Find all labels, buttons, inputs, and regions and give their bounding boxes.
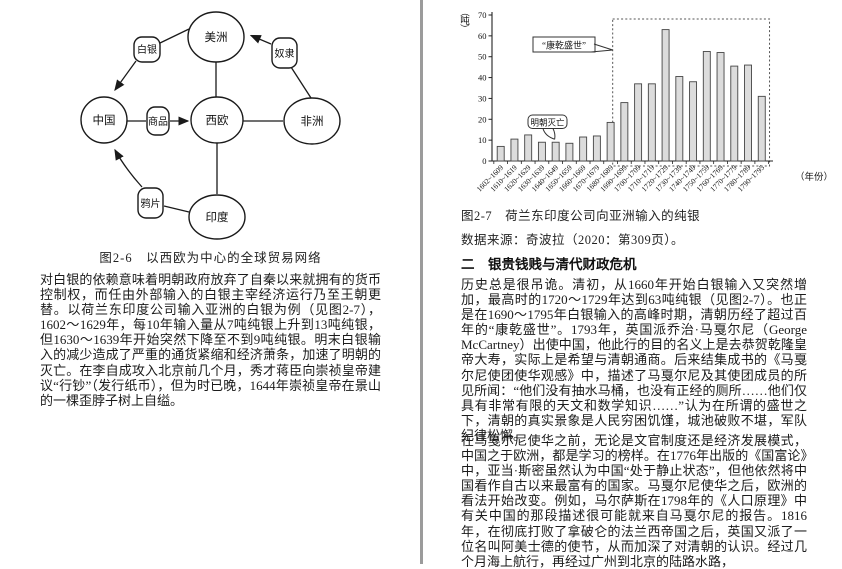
- bar-1760~1769: [716, 52, 725, 162]
- node-label-west-europe: 西欧: [206, 114, 229, 127]
- flow-box-silver: [133, 36, 161, 63]
- annotation-mingfall-label: 明朝灭亡: [530, 118, 565, 128]
- bar-1790~1795: [757, 95, 766, 162]
- bar-1620~1629: [524, 134, 533, 162]
- page-divider: [420, 0, 423, 564]
- flow-box-opium: [137, 187, 164, 219]
- y-tick-label: 70: [478, 10, 487, 20]
- annotation-mingfall-pointer: [542, 128, 556, 140]
- bar-1690~1699: [620, 102, 629, 162]
- bar-1750~1759: [702, 51, 711, 162]
- y-tick-label: 60: [478, 31, 487, 41]
- annotation-mingfall-box: [527, 114, 568, 129]
- bar-1630~1639: [537, 141, 546, 162]
- annotation-kangqian-pointer: [590, 43, 613, 53]
- bar-1660~1669: [579, 136, 588, 162]
- highlight-dashed-box: [612, 18, 771, 167]
- flow-label-silver: 白银: [137, 43, 157, 56]
- flow-label-slaves: 奴隶: [275, 47, 295, 60]
- chart-y-axis-label: （吨）: [458, 7, 468, 33]
- bar-1720~1729: [661, 29, 670, 162]
- annotation-kangqian-label: “康乾盛世”: [542, 40, 586, 51]
- edge-slaves-to-americas-arrow: [249, 34, 272, 45]
- flow-box-goods: [146, 106, 170, 136]
- y-tick-label: 30: [478, 93, 487, 103]
- node-label-africa: 非洲: [301, 115, 324, 128]
- edge-india-to-opium: [163, 205, 190, 213]
- bar-1730~1739: [675, 76, 684, 162]
- trade-network-diagram: 美洲 中国 西欧 非洲 印度 白银 奴隶 商品 鸦片: [80, 11, 341, 240]
- right-page-paragraph-2: 在马戛尔尼使华之前，无论是文官制度还是经济发展模式，中国之于欧洲，都是学习的榜样…: [461, 433, 807, 569]
- y-tick-label: 40: [478, 73, 487, 83]
- node-label-china: 中国: [93, 114, 116, 127]
- y-tick-label: 10: [478, 135, 487, 145]
- edge-opium-to-china-arrow: [114, 148, 143, 188]
- figure-2-6-caption: 图2-6 以西欧为中心的全球贸易网络: [99, 251, 322, 265]
- node-label-americas: 美洲: [205, 30, 228, 44]
- bar-1700~1709: [634, 83, 643, 162]
- flow-box-slaves: [271, 37, 298, 69]
- bar-1740~1749: [689, 81, 698, 162]
- figure-2-7-caption: 图2-7 荷兰东印度公司向亚洲输入的纯银: [461, 209, 701, 223]
- node-china: [80, 96, 128, 144]
- y-tick-label: 20: [478, 114, 487, 124]
- y-tick-label: 0: [482, 156, 486, 166]
- silver-import-chart-svg: 0102030405060701602~16091610~16191620~16…: [475, 10, 773, 194]
- left-page-paragraph: 对白银的依赖意味着明朝政府放弃了自秦以来就拥有的货币控制权，而任由外部输入的白银…: [40, 272, 381, 408]
- node-americas: [187, 11, 245, 63]
- edge-africa-to-slaves: [290, 66, 312, 99]
- section-heading: 二 银贵钱贱与清代财政危机: [461, 257, 637, 272]
- y-tick-label: 50: [478, 52, 487, 62]
- bar-1610~1619: [510, 138, 519, 162]
- bar-1640~1649: [551, 141, 560, 162]
- trade-network-figure: 美洲 中国 西欧 非洲 印度 白银 奴隶 商品 鸦片: [0, 0, 420, 244]
- edge-silver-to-china-arrow: [114, 60, 137, 92]
- silver-import-chart: 0 10 20 30 40 50 60 70 1602~1609 1610~1619 1620~16…: [455, 4, 841, 204]
- node-africa: [283, 97, 341, 145]
- bar-1650~1659: [565, 142, 574, 162]
- bar-1770~1779: [730, 65, 739, 162]
- bar-1670~1679: [592, 135, 601, 162]
- node-india: [188, 194, 246, 240]
- chart-x-axis-label: （年份）: [795, 173, 834, 183]
- right-page-paragraph-1: 历史总是很吊诡。清初，从1660年开始白银输入又突然增加，最高时的1720～17…: [461, 277, 821, 443]
- data-source-line: 数据来源：奇波拉（2020：第309页）。: [461, 233, 685, 247]
- bar-1602~1609: [496, 145, 505, 162]
- flow-label-opium: 鸦片: [141, 197, 161, 210]
- node-label-india: 印度: [206, 210, 229, 224]
- bar-1780~1789: [744, 64, 752, 162]
- edge-americas-to-silver: [159, 28, 190, 44]
- node-west-europe: [190, 96, 244, 144]
- flow-label-goods: 商品: [148, 115, 168, 128]
- bar-1680~1689: [606, 121, 615, 162]
- bar-1710~1719: [647, 83, 656, 162]
